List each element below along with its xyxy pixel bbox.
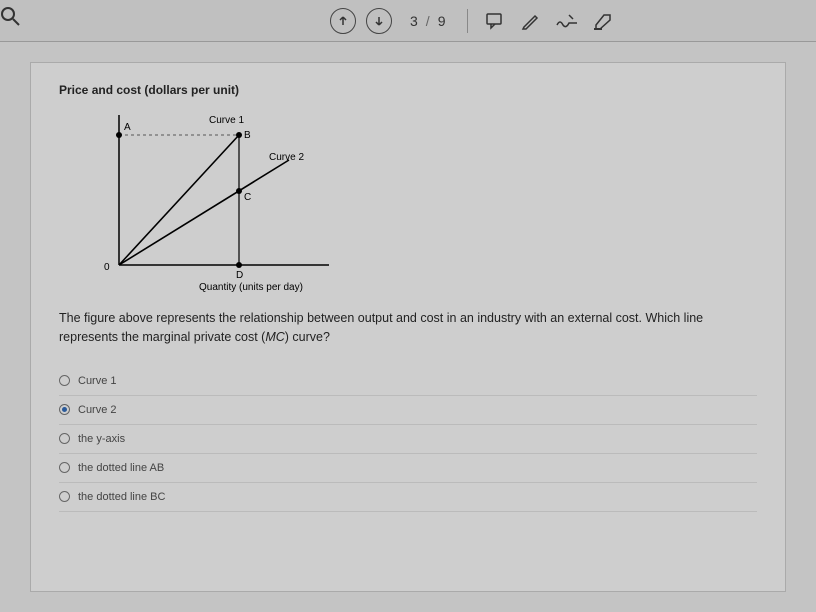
page-separator: / <box>426 13 430 29</box>
question-mc: MC <box>265 330 284 344</box>
option-label: Curve 2 <box>78 404 117 416</box>
question-text: The figure above represents the relation… <box>59 309 757 347</box>
option-label: the dotted line BC <box>78 491 165 503</box>
curve1-label: Curve 1 <box>209 115 244 126</box>
question-part-1: The figure above represents the relation… <box>59 311 703 344</box>
page-down-button[interactable] <box>366 8 392 34</box>
option-curve-1[interactable]: Curve 1 <box>59 367 757 396</box>
content-area: Price and cost (dollars per unit) <box>0 42 816 612</box>
radio-icon <box>59 462 70 473</box>
question-page: Price and cost (dollars per unit) <box>30 62 786 592</box>
option-label: the y-axis <box>78 433 125 445</box>
origin-label: 0 <box>104 262 110 273</box>
comment-icon[interactable] <box>482 8 508 34</box>
search-icon[interactable] <box>0 4 22 33</box>
option-dotted-ab[interactable]: the dotted line AB <box>59 454 757 483</box>
page-indicator: 3 / 9 <box>410 13 445 29</box>
answer-options: Curve 1 Curve 2 the y-axis the dotted li… <box>59 367 757 512</box>
radio-icon <box>59 433 70 444</box>
pen-icon[interactable] <box>518 8 544 34</box>
economics-chart: A B C D 0 Curve 1 Curve 2 Quantity (unit… <box>89 105 369 295</box>
radio-icon <box>59 491 70 502</box>
highlight-icon[interactable] <box>590 8 616 34</box>
total-pages: 9 <box>438 13 446 29</box>
point-b-label: B <box>244 130 251 141</box>
option-y-axis[interactable]: the y-axis <box>59 425 757 454</box>
point-d-label: D <box>236 270 243 281</box>
radio-icon <box>59 375 70 386</box>
option-label: the dotted line AB <box>78 462 164 474</box>
curve2-label: Curve 2 <box>269 152 304 163</box>
radio-icon <box>59 404 70 415</box>
y-axis-label: Price and cost (dollars per unit) <box>59 83 757 97</box>
pdf-toolbar: 3 / 9 <box>0 0 816 42</box>
toolbar-center: 3 / 9 <box>330 8 616 34</box>
option-dotted-bc[interactable]: the dotted line BC <box>59 483 757 512</box>
point-a-label: A <box>124 122 131 133</box>
current-page[interactable]: 3 <box>410 13 418 29</box>
option-curve-2[interactable]: Curve 2 <box>59 396 757 425</box>
signature-icon[interactable] <box>554 8 580 34</box>
option-label: Curve 1 <box>78 375 117 387</box>
question-part-2: ) curve? <box>285 330 330 344</box>
page-up-button[interactable] <box>330 8 356 34</box>
point-c-label: C <box>244 192 251 203</box>
x-axis-label: Quantity (units per day) <box>199 282 303 293</box>
toolbar-separator <box>467 9 468 33</box>
